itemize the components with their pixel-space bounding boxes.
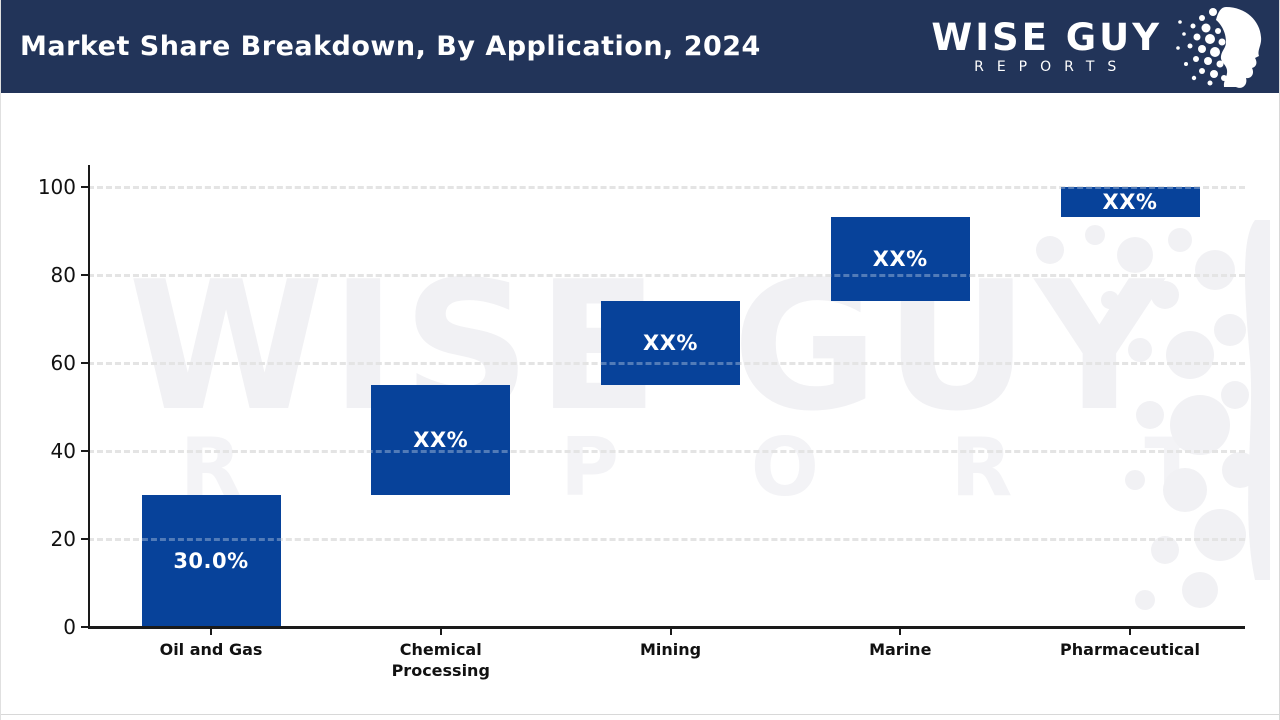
gridline-overlay-100 xyxy=(88,185,1245,189)
y-tick-label: 0 xyxy=(63,615,76,639)
x-axis-category-label: Chemical Processing xyxy=(391,640,490,680)
bar-value-label: XX% xyxy=(872,247,928,272)
bar-value-label: XX% xyxy=(413,427,469,452)
bar-segment-3: XX% xyxy=(601,301,740,385)
bar-segment-2: XX% xyxy=(371,384,511,495)
x-tick xyxy=(439,627,442,635)
bar-value-label: XX% xyxy=(643,330,698,355)
gridline-overlay-80 xyxy=(88,273,1245,277)
y-tick-label: 20 xyxy=(50,526,76,551)
x-tick xyxy=(210,627,212,635)
dotted-face-logo-icon xyxy=(1176,6,1262,88)
brand-logo-text: WISE GUY REPORTS xyxy=(931,19,1162,74)
y-tick xyxy=(81,626,88,628)
y-tick xyxy=(81,361,88,364)
x-axis-category-label: Oil and Gas xyxy=(159,640,263,659)
gridline-overlay-40 xyxy=(88,449,1245,453)
y-tick xyxy=(81,273,88,276)
header-bar: Market Share Breakdown, By Application, … xyxy=(0,0,1280,93)
gridline-80 xyxy=(88,273,1245,277)
gridline-100 xyxy=(88,185,1245,189)
x-tick xyxy=(1129,627,1131,635)
x-axis-category-label: Pharmaceutical xyxy=(1060,640,1200,659)
bottom-divider xyxy=(0,714,1280,715)
gridline-40 xyxy=(88,449,1245,453)
gridline-overlay-20 xyxy=(88,537,1245,541)
watermark-subtext: R E P O R T S xyxy=(180,421,1280,514)
gridline-20 xyxy=(88,537,1245,541)
y-tick-label: 100 xyxy=(37,174,76,199)
bar-segment-4: XX% xyxy=(830,217,970,302)
page-title: Market Share Breakdown, By Application, … xyxy=(20,31,761,62)
x-tick xyxy=(669,627,672,635)
bar-value-label: 30.0% xyxy=(173,548,249,573)
y-axis-line xyxy=(88,164,90,629)
brand-subtitle: REPORTS xyxy=(974,59,1130,75)
bar-segment-5: XX% xyxy=(1060,186,1200,218)
y-tick-label: 60 xyxy=(50,350,76,375)
brand-name: WISE GUY xyxy=(931,16,1162,59)
bar-segment-1: 30.0% xyxy=(141,494,281,627)
y-tick xyxy=(81,449,88,452)
watermark-face-icon xyxy=(1036,220,1270,610)
y-tick xyxy=(81,185,88,188)
y-tick-label: 80 xyxy=(50,262,76,287)
x-axis-category-label: Marine xyxy=(869,640,932,659)
brand-logo: WISE GUY REPORTS xyxy=(931,4,1266,90)
bar-value-label: XX% xyxy=(1102,190,1158,214)
y-tick xyxy=(81,537,88,540)
x-axis-category-label: Mining xyxy=(639,640,702,659)
y-tick-label: 40 xyxy=(50,438,76,463)
x-axis-line xyxy=(88,626,1245,629)
x-tick xyxy=(899,627,902,635)
gridline-overlay-60 xyxy=(88,361,1245,365)
